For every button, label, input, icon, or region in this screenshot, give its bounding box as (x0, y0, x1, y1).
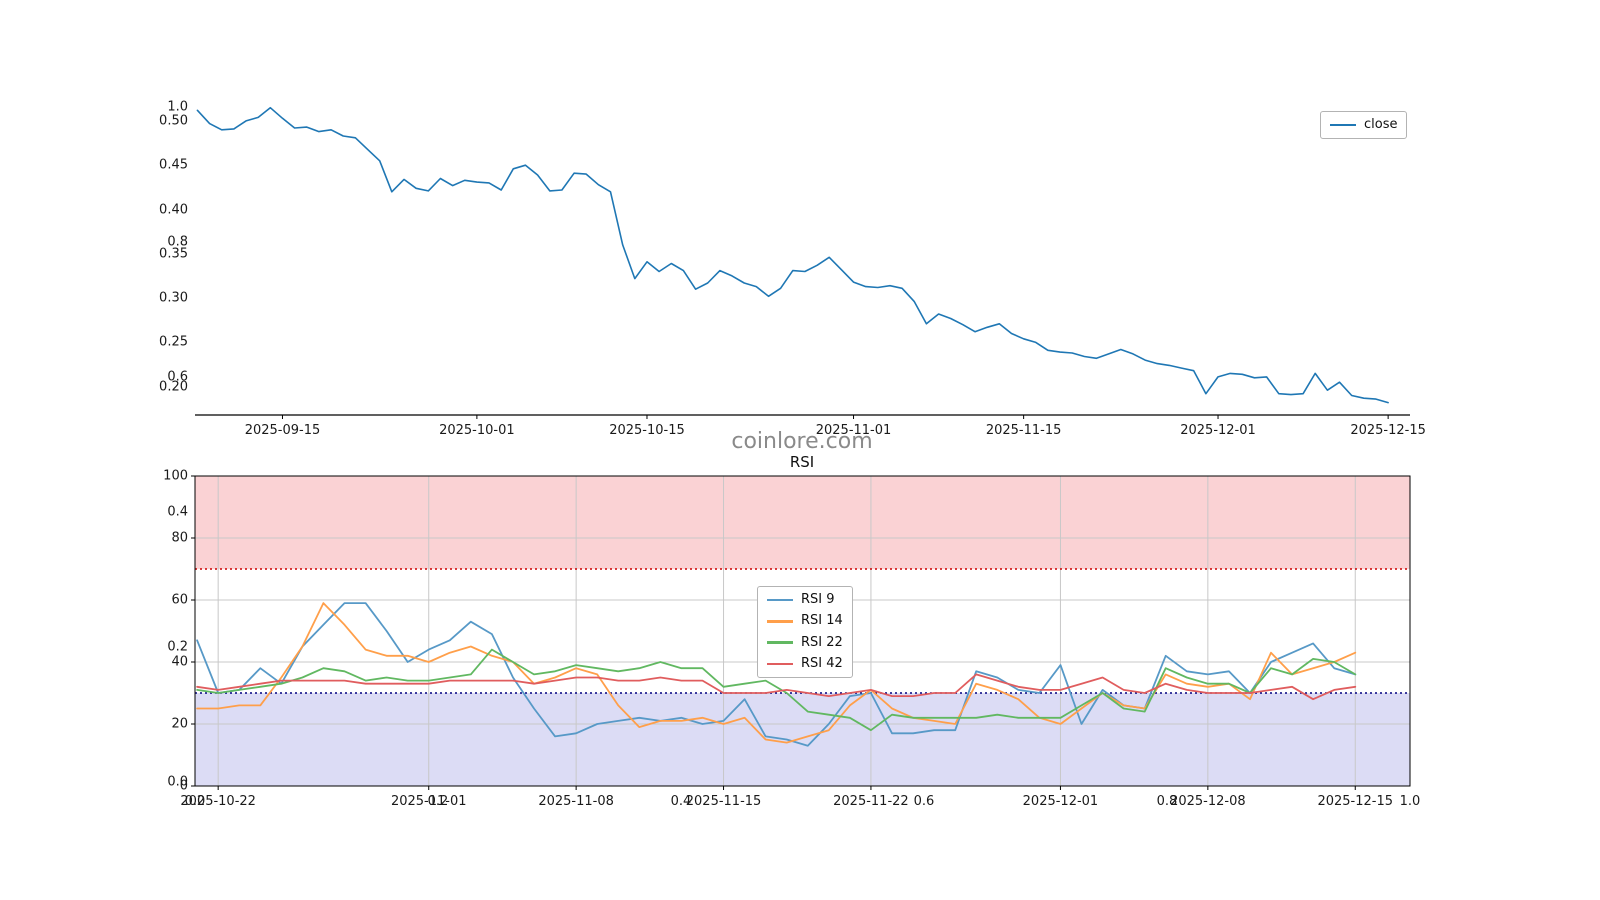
phantom-x-tick-label: 1.0 (1399, 794, 1421, 809)
legend-item-rsi-42: RSI 42 (767, 656, 843, 672)
rsi-14-line (196, 602, 1357, 744)
y-tick-label: 0.40 (159, 202, 188, 217)
x-tick-label: 2025-11-08 (538, 794, 614, 809)
x-tick-label: 2025-10-01 (439, 423, 515, 438)
legend-label: RSI 14 (801, 613, 843, 629)
legend-item-rsi-22: RSI 22 (767, 635, 843, 651)
legend-label: RSI 22 (801, 634, 843, 650)
x-tick-label: 2025-12-01 (1022, 794, 1099, 809)
phantom-x-tick-label: 0.6 (913, 794, 935, 809)
x-tick-label: 2025-11-01 (390, 794, 467, 809)
overbought-band (195, 476, 1410, 569)
price-plot-svg (195, 106, 1410, 419)
legend-line-swatch (767, 662, 793, 666)
plot-border (194, 475, 1411, 787)
phantom-y-tick-label: 1.0 (167, 99, 188, 115)
x-tick-label: 2025-12-15 (1317, 794, 1394, 809)
y-tick-label: 0.30 (159, 290, 188, 306)
phantom-y-tick-label: 0.8 (167, 234, 188, 250)
legend-line-swatch (1330, 124, 1356, 127)
y-tick-label: 0.45 (159, 157, 188, 173)
legend-item-rsi-14: RSI 14 (767, 613, 843, 629)
x-tick-label: 2025-12-08 (1170, 794, 1246, 809)
y-tick-label: 0 (179, 778, 188, 794)
y-tick-label: 0.25 (159, 334, 188, 350)
x-tick-label: 2025-11-22 (833, 794, 909, 809)
y-tick-label: 0.35 (159, 246, 188, 262)
close-line (196, 106, 1389, 404)
phantom-x-tick-label: 0.4 (670, 794, 692, 809)
phantom-x-tick-label: 0.0 (184, 794, 206, 809)
phantom-y-tick-label: 0.2 (167, 639, 188, 655)
x-tick-label: 2025-12-01 (1180, 423, 1256, 438)
watermark: coinlore.com (731, 429, 873, 454)
legend-label: RSI 9 (801, 592, 835, 607)
x-tick-label: 2025-11-15 (685, 794, 762, 809)
phantom-x-tick-label: 0.8 (1156, 794, 1178, 809)
rsi-42-line (196, 673, 1357, 701)
x-tick-label: 2025-12-15 (1350, 423, 1426, 438)
phantom-x-tick-label: 0.2 (427, 794, 449, 809)
phantom-y-tick-label: 0.4 (167, 504, 188, 520)
y-tick-label: 100 (163, 468, 188, 484)
rsi-9-line (196, 602, 1357, 747)
y-tick-label: 0.20 (159, 379, 188, 395)
x-tick-label: 2025-10-22 (180, 794, 256, 809)
rsi-legend: RSI 9 RSI 14 RSI 22 RSI 42 (757, 586, 853, 678)
x-tick-label: 2025-09-15 (244, 423, 321, 438)
rsi-22-line (196, 648, 1357, 732)
x-tick-label: 2025-10-15 (609, 423, 685, 438)
x-tick-label: 2025-11-01 (815, 423, 892, 438)
legend-item-close: close (1330, 117, 1397, 133)
y-tick-label: 20 (171, 716, 188, 732)
x-tick-label: 2025-11-15 (985, 423, 1062, 438)
price-legend: close (1320, 111, 1408, 140)
phantom-y-tick-label: 0.0 (167, 774, 188, 790)
y-tick-label: 0.50 (159, 113, 188, 129)
legend-line-swatch (767, 641, 793, 644)
legend-line-swatch (767, 620, 793, 623)
y-tick-label: 60 (171, 592, 188, 608)
legend-item-rsi-9: RSI 9 (767, 592, 843, 608)
y-tick-label: 80 (171, 530, 188, 546)
legend-label: RSI 42 (801, 655, 843, 671)
rsi-title: RSI (789, 453, 815, 471)
legend-line-swatch (767, 598, 793, 602)
phantom-y-tick-label: 0.6 (167, 369, 188, 385)
rsi-plot-svg (191, 475, 1411, 790)
legend-label: close (1364, 117, 1398, 132)
y-tick-label: 40 (171, 654, 188, 670)
